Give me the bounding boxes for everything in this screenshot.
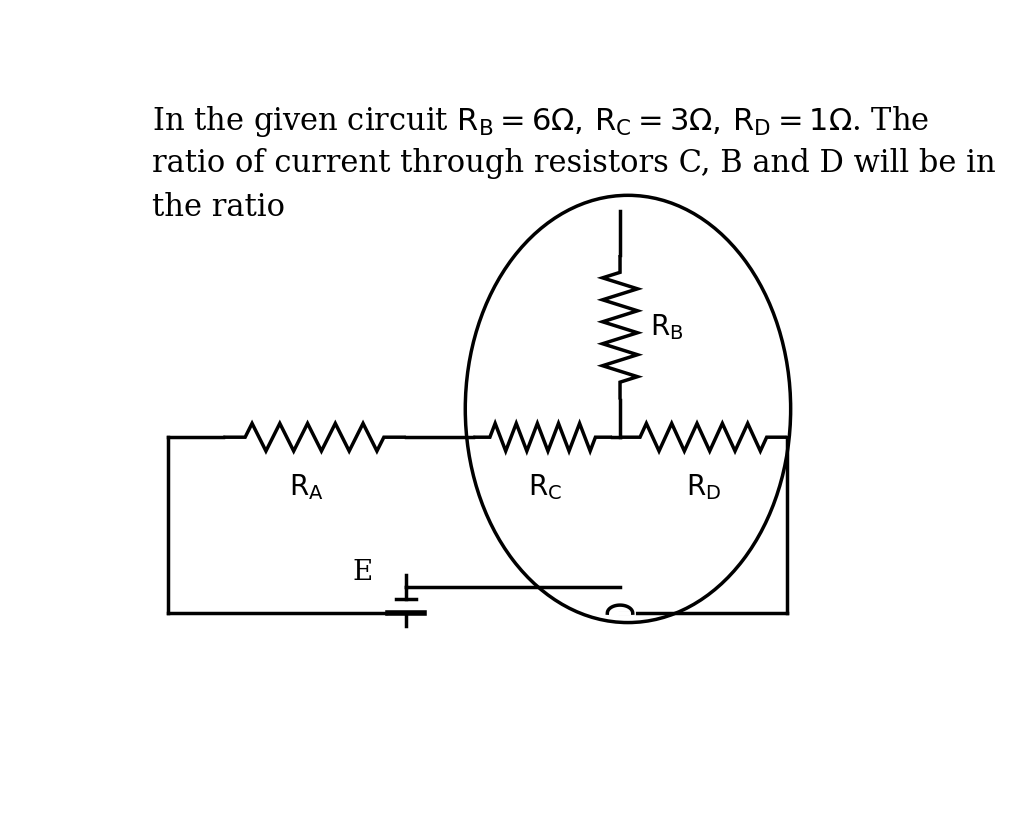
Text: ratio of current through resistors C, B and D will be in: ratio of current through resistors C, B … [152, 149, 995, 180]
Text: $\mathrm{R_A}$: $\mathrm{R_A}$ [289, 472, 324, 502]
Text: $\mathrm{R_B}$: $\mathrm{R_B}$ [650, 313, 684, 342]
Text: $\mathrm{R_D}$: $\mathrm{R_D}$ [686, 472, 721, 502]
Text: In the given circuit $\mathrm{R_B}=6\Omega,\,\mathrm{R_C}=3\Omega,\,\mathrm{R_D}: In the given circuit $\mathrm{R_B}=6\Ome… [152, 104, 929, 140]
Text: $\mathrm{R_C}$: $\mathrm{R_C}$ [527, 472, 562, 502]
Text: the ratio: the ratio [152, 193, 285, 223]
Text: E: E [352, 559, 373, 586]
